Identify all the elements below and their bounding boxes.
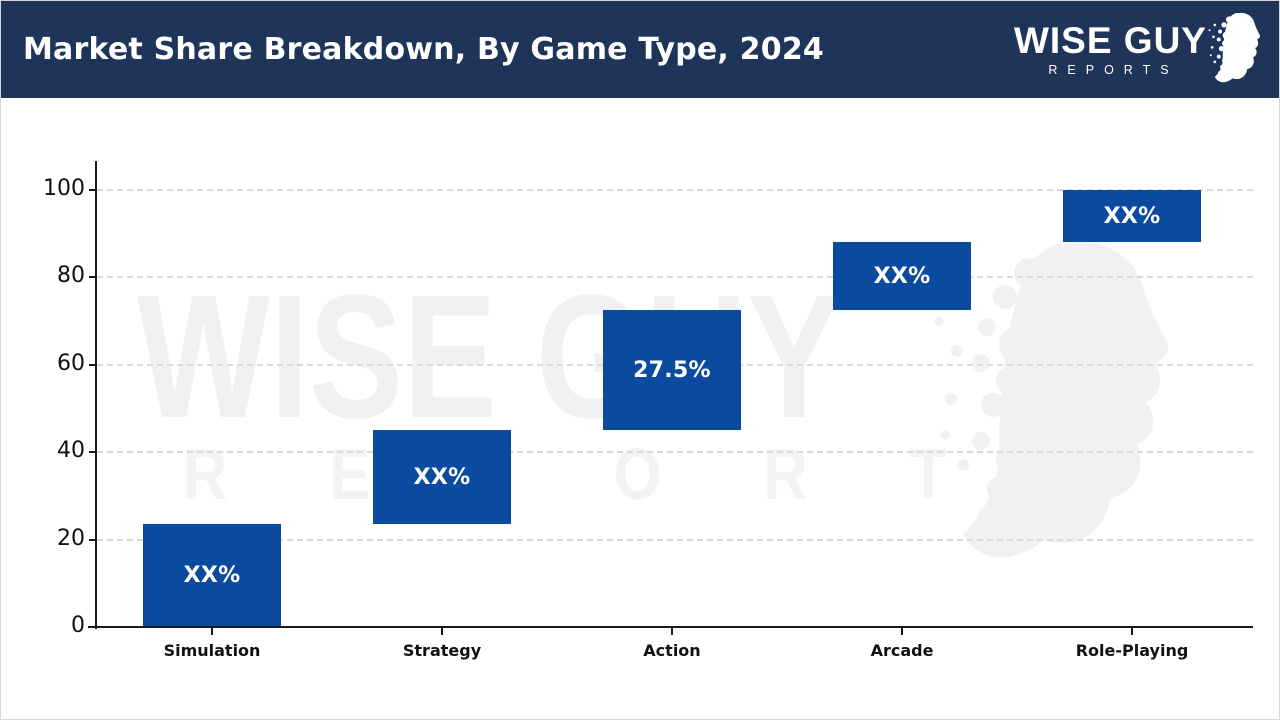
gridline-20 <box>97 538 1253 541</box>
x-tick-simulation <box>211 628 213 635</box>
y-tick-100 <box>89 189 97 191</box>
logo-text: WISE GUY REPORTS <box>1014 22 1207 77</box>
y-tick-label-60: 60 <box>57 350 85 376</box>
bar-simulation: XX% <box>143 524 281 627</box>
y-tick-label-20: 20 <box>57 525 85 551</box>
logo-face-icon <box>1195 8 1261 92</box>
bar-action: 27.5% <box>603 310 741 431</box>
page-title: Market Share Breakdown, By Game Type, 20… <box>23 32 824 67</box>
x-tick-label-action: Action <box>643 641 701 660</box>
y-tick-40 <box>89 451 97 454</box>
y-tick-label-0: 0 <box>71 613 85 638</box>
y-tick-label-100: 100 <box>43 176 85 201</box>
y-tick-60 <box>89 363 97 366</box>
x-tick-label-role-playing: Role-Playing <box>1075 641 1189 660</box>
x-axis-line <box>88 626 1253 628</box>
bar-value-label: XX% <box>183 563 241 589</box>
x-tick-arcade <box>901 628 903 635</box>
bar-value-label: XX% <box>873 263 931 289</box>
wise-guy-reports-logo: WISE GUY REPORTS <box>1014 8 1261 92</box>
y-tick-20 <box>89 538 97 541</box>
y-axis-line <box>95 161 97 629</box>
bar-value-label: XX% <box>413 464 471 490</box>
x-tick-label-arcade: Arcade <box>870 641 934 660</box>
bar-role-playing: XX% <box>1063 190 1201 243</box>
bar-strategy: XX% <box>373 430 511 525</box>
y-tick-label-40: 40 <box>57 438 85 464</box>
header-bar: Market Share Breakdown, By Game Type, 20… <box>1 1 1279 98</box>
x-tick-role-playing <box>1131 628 1133 635</box>
gridline-100 <box>97 189 1253 191</box>
y-tick-80 <box>89 276 97 279</box>
logo-subtitle: REPORTS <box>1048 63 1179 77</box>
x-tick-action <box>671 628 673 635</box>
y-tick-label-80: 80 <box>57 263 85 289</box>
gridline-40 <box>97 451 1253 454</box>
bar-value-label: 27.5% <box>633 357 711 383</box>
bar-arcade: XX% <box>833 242 971 311</box>
x-tick-strategy <box>441 628 443 635</box>
x-tick-label-simulation: Simulation <box>163 641 261 660</box>
gridline-80 <box>97 276 1253 279</box>
x-tick-label-strategy: Strategy <box>402 641 482 660</box>
logo-wordmark: WISE GUY <box>1013 20 1207 61</box>
bar-value-label: XX% <box>1103 203 1161 229</box>
